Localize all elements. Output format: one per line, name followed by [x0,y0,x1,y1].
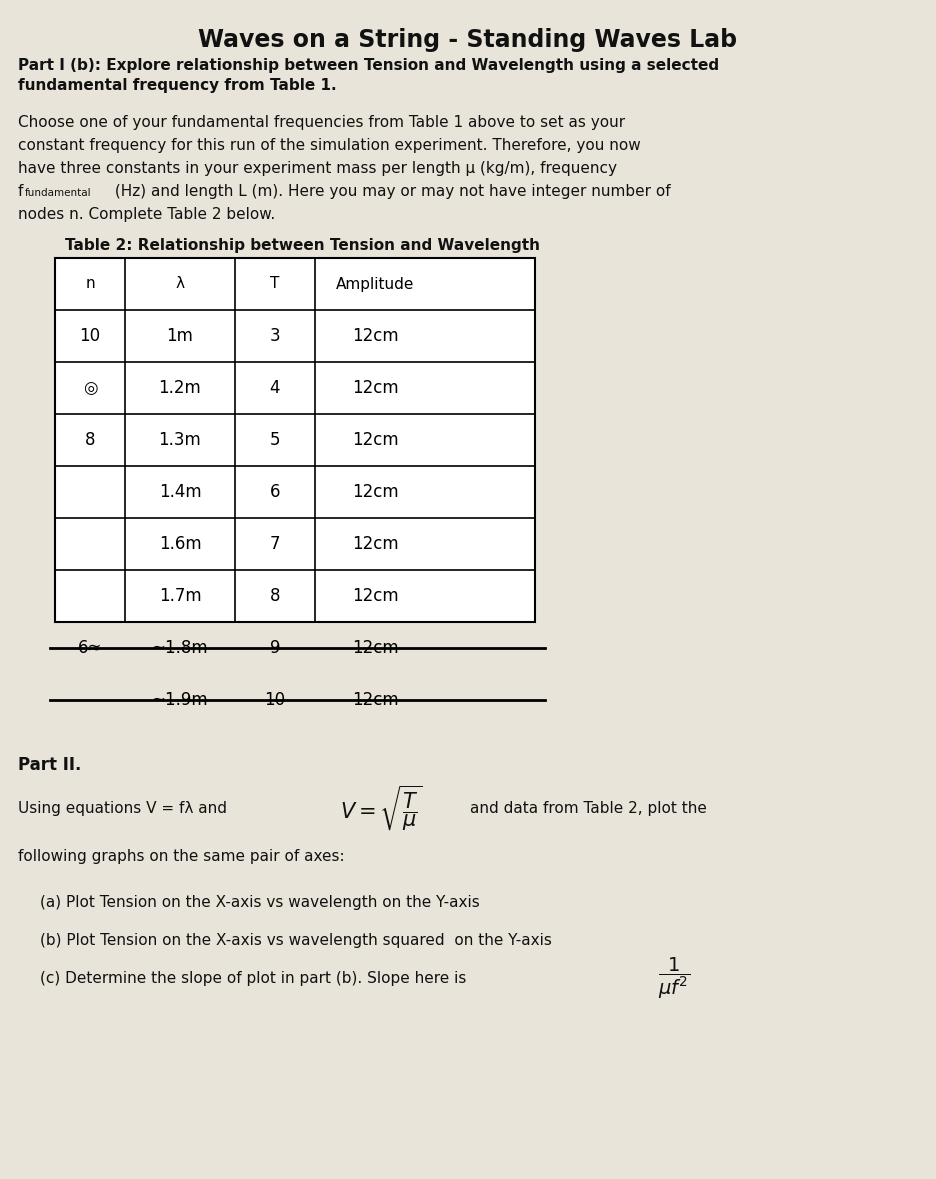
Text: 9: 9 [270,639,280,657]
Text: 12cm: 12cm [351,639,398,657]
Text: 1.4m: 1.4m [158,483,201,501]
Text: ~1.9m: ~1.9m [152,691,208,709]
Text: Amplitude: Amplitude [335,277,414,291]
Text: and data from Table 2, plot the: and data from Table 2, plot the [470,801,706,816]
Text: 10: 10 [80,327,100,345]
Text: Using equations V = fλ and: Using equations V = fλ and [18,801,227,816]
Text: f: f [18,184,23,199]
Text: 4: 4 [270,378,280,397]
Text: Part I (b): Explore relationship between Tension and Wavelength using a selected: Part I (b): Explore relationship between… [18,58,718,73]
Text: (c) Determine the slope of plot in part (b). Slope here is: (c) Determine the slope of plot in part … [40,970,466,986]
Text: 12cm: 12cm [351,327,398,345]
Text: 6: 6 [270,483,280,501]
Text: λ: λ [175,277,184,291]
Text: 10: 10 [264,691,285,709]
Text: following graphs on the same pair of axes:: following graphs on the same pair of axe… [18,849,344,864]
Text: 7: 7 [270,535,280,553]
Text: 1.6m: 1.6m [158,535,201,553]
Text: 5: 5 [270,432,280,449]
Text: n: n [85,277,95,291]
Bar [55,258,534,623]
Text: 12cm: 12cm [351,691,398,709]
Text: (Hz) and length L (m). Here you may or may not have integer number of: (Hz) and length L (m). Here you may or m… [110,184,670,199]
Text: Table 2: Relationship between Tension and Wavelength: Table 2: Relationship between Tension an… [65,238,539,253]
Text: Choose one of your fundamental frequencies from Table 1 above to set as your: Choose one of your fundamental frequenci… [18,116,624,130]
Text: nodes n. Complete Table 2 below.: nodes n. Complete Table 2 below. [18,208,275,222]
Text: T: T [270,277,279,291]
Text: 8: 8 [270,587,280,605]
Text: ◎: ◎ [82,378,97,397]
Text: 3: 3 [270,327,280,345]
Text: Part II.: Part II. [18,757,81,775]
Text: 1m: 1m [167,327,193,345]
Text: 12cm: 12cm [351,587,398,605]
Text: (b) Plot Tension on the X-axis vs wavelength squared  on the Y-axis: (b) Plot Tension on the X-axis vs wavele… [40,933,551,948]
Text: 12cm: 12cm [351,432,398,449]
Text: constant frequency for this run of the simulation experiment. Therefore, you now: constant frequency for this run of the s… [18,138,640,153]
Text: Waves on a String - Standing Waves Lab: Waves on a String - Standing Waves Lab [198,28,737,52]
Text: (a) Plot Tension on the X-axis vs wavelength on the Y-axis: (a) Plot Tension on the X-axis vs wavele… [40,895,479,910]
Text: 12cm: 12cm [351,483,398,501]
Text: have three constants in your experiment mass per length μ (kg/m), frequency: have three constants in your experiment … [18,162,616,176]
Text: 12cm: 12cm [351,378,398,397]
Text: ~1.8m: ~1.8m [152,639,208,657]
Text: 6≈: 6≈ [78,639,102,657]
Text: $V = \sqrt{\dfrac{T}{\mu}}$: $V = \sqrt{\dfrac{T}{\mu}}$ [340,784,422,834]
Text: $\dfrac{1}{\mu f^2}$: $\dfrac{1}{\mu f^2}$ [657,956,690,1001]
Text: 8: 8 [84,432,95,449]
Text: fundamental: fundamental [25,187,92,198]
Text: 1.3m: 1.3m [158,432,201,449]
Text: 1.7m: 1.7m [158,587,201,605]
Text: fundamental frequency from Table 1.: fundamental frequency from Table 1. [18,78,336,93]
Text: 12cm: 12cm [351,535,398,553]
Text: 1.2m: 1.2m [158,378,201,397]
